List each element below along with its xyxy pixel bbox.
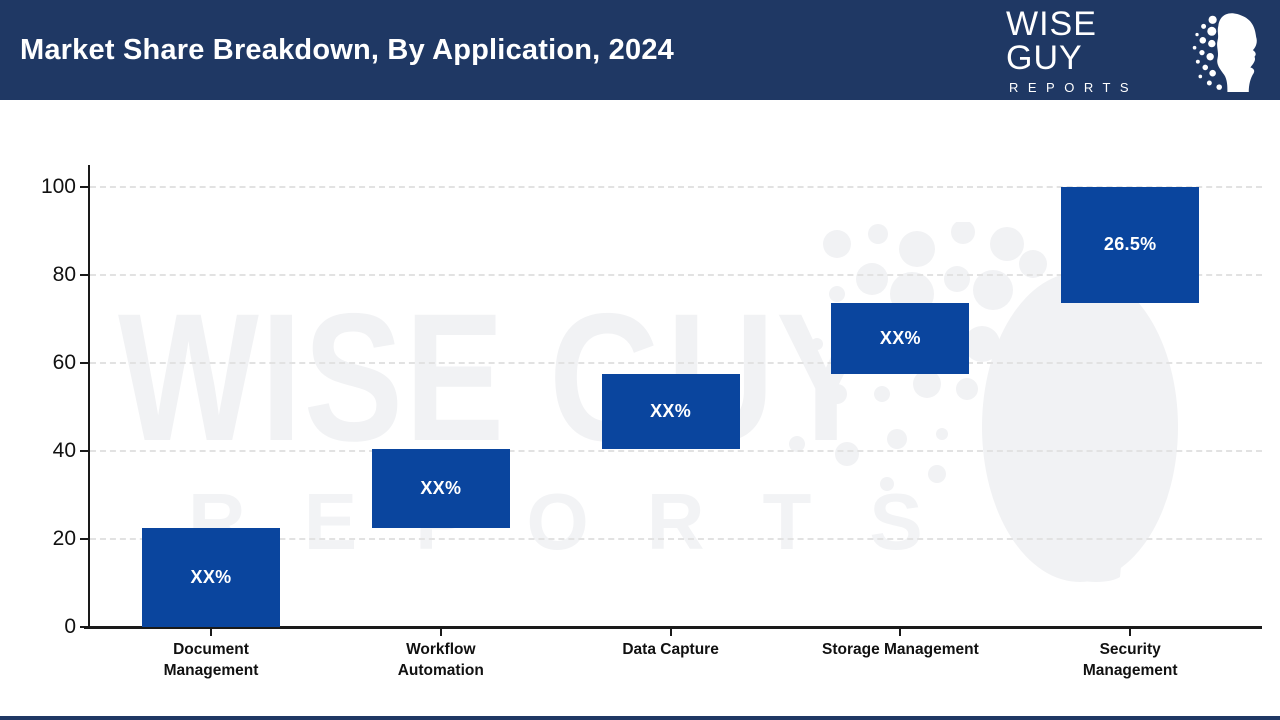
- y-tick-label-20: 20: [52, 526, 76, 550]
- category-label-line: Management: [163, 661, 259, 679]
- bar-document-management: XX%: [142, 527, 280, 627]
- x-tick-2: [669, 627, 672, 636]
- gridline-80: [90, 273, 1262, 276]
- y-tick-100: [80, 185, 88, 188]
- header-bar: Market Share Breakdown, By Application, …: [0, 0, 1280, 100]
- bar-value-label: 26.5%: [1103, 234, 1157, 255]
- y-tick-20: [80, 537, 88, 540]
- x-tick-4: [1129, 627, 1132, 636]
- y-tick-40: [80, 449, 88, 452]
- bar-workflow-automation: XX%: [371, 448, 510, 528]
- wiseguy-logo: WISE GUY REPORTS: [1006, 7, 1266, 95]
- logo-subtitle: REPORTS: [1009, 80, 1139, 95]
- category-label-0: Document Management: [96, 640, 326, 682]
- category-label-line: Document: [173, 641, 249, 658]
- y-axis: [88, 165, 90, 629]
- wiseguy-head-icon: [1192, 13, 1257, 93]
- logo-wordmark: WISE GUY: [1006, 5, 1097, 77]
- category-label-line: Automation: [397, 661, 484, 679]
- gridline-60: [90, 361, 1262, 364]
- bar-storage-management: XX%: [831, 303, 970, 374]
- category-label-line: Management: [1082, 661, 1178, 679]
- bar-value-label: XX%: [420, 477, 462, 498]
- category-label-line: Storage Management: [822, 641, 979, 658]
- category-label-line: Data Capture: [622, 641, 719, 658]
- x-tick-3: [899, 627, 902, 636]
- category-label-line: Workflow: [406, 641, 476, 658]
- y-tick-80: [80, 273, 88, 276]
- x-axis: [84, 626, 1262, 629]
- category-label-line: Security: [1099, 641, 1161, 658]
- gridline-20: [90, 537, 1262, 540]
- y-tick-label-0: 0: [64, 615, 76, 638]
- category-label-3: Storage Management: [785, 640, 1015, 661]
- category-label-2: Data Capture: [556, 640, 786, 661]
- x-tick-1: [439, 627, 442, 636]
- gridline-40: [90, 449, 1262, 452]
- page-title: Market Share Breakdown, By Application, …: [20, 33, 674, 66]
- bar-security-management: 26.5%: [1061, 186, 1200, 304]
- y-tick-label-80: 80: [52, 262, 76, 286]
- category-label-1: Workflow Automation: [326, 640, 556, 682]
- bar-value-label: XX%: [650, 400, 692, 421]
- bar-data-capture: XX%: [601, 373, 740, 449]
- footer-strip: [0, 716, 1280, 720]
- y-tick-label-60: 60: [52, 350, 76, 374]
- wiseguy-logo-text: WISE GUY REPORTS: [1006, 7, 1184, 95]
- bar-value-label: XX%: [879, 327, 921, 348]
- bar-value-label: XX%: [190, 566, 232, 587]
- y-tick-label-100: 100: [40, 174, 76, 198]
- gridline-100: [90, 185, 1262, 188]
- x-tick-0: [210, 627, 212, 636]
- category-label-4: Security Management: [1015, 640, 1245, 682]
- y-tick-label-40: 40: [52, 438, 76, 462]
- y-tick-60: [80, 361, 88, 364]
